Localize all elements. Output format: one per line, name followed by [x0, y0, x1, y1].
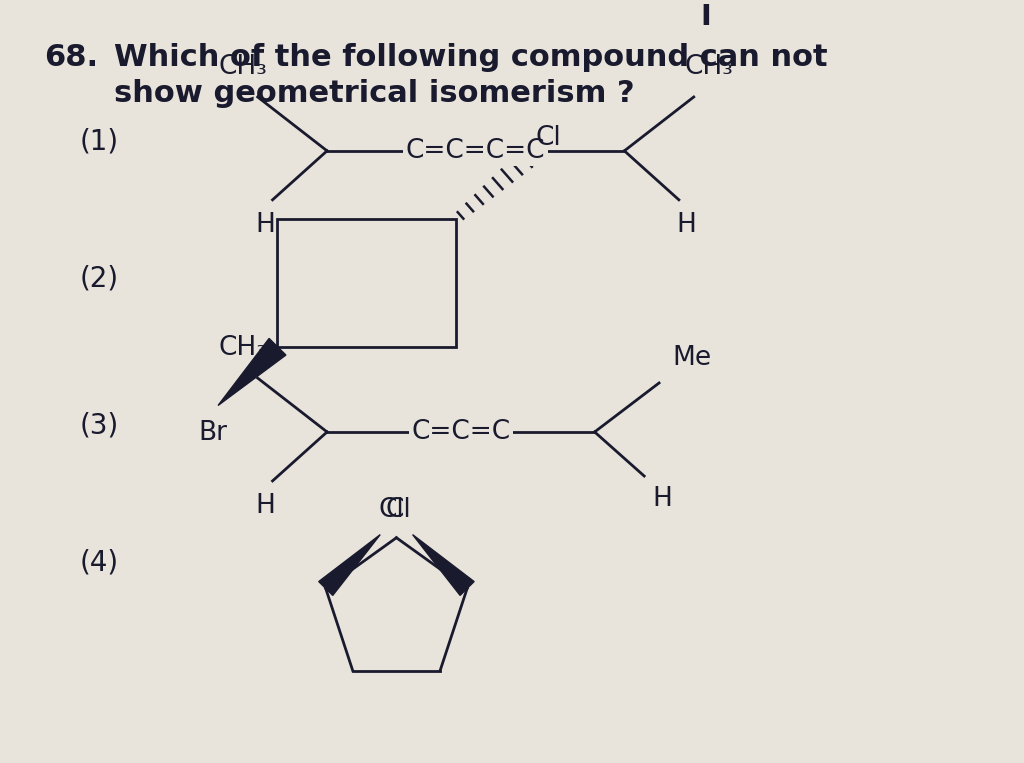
Polygon shape — [413, 535, 474, 595]
Text: (1): (1) — [79, 127, 119, 155]
Text: (4): (4) — [79, 548, 119, 576]
Text: H: H — [256, 211, 275, 237]
Text: Cl: Cl — [379, 497, 404, 523]
Text: H: H — [676, 211, 695, 237]
Text: CH₃: CH₃ — [684, 54, 733, 80]
Text: show geometrical isomerism ?: show geometrical isomerism ? — [114, 79, 635, 108]
Text: (3): (3) — [79, 411, 119, 439]
Text: (2): (2) — [79, 264, 119, 292]
Text: Br: Br — [199, 420, 227, 446]
Text: Which of the following compound can not: Which of the following compound can not — [114, 43, 827, 72]
Text: H: H — [256, 493, 275, 519]
Text: C=C=C=C: C=C=C=C — [406, 138, 546, 164]
Text: CH₃: CH₃ — [218, 54, 267, 80]
Text: Cl: Cl — [536, 125, 561, 151]
Polygon shape — [318, 535, 380, 595]
Text: CH₃: CH₃ — [218, 336, 267, 362]
Polygon shape — [218, 339, 286, 405]
Text: I: I — [700, 3, 711, 31]
Text: H: H — [652, 486, 672, 512]
Text: 68.: 68. — [45, 43, 98, 72]
Text: Me: Me — [672, 345, 711, 372]
Bar — [278, 220, 456, 346]
Text: C=C=C: C=C=C — [412, 419, 510, 445]
Text: Cl: Cl — [385, 497, 411, 523]
